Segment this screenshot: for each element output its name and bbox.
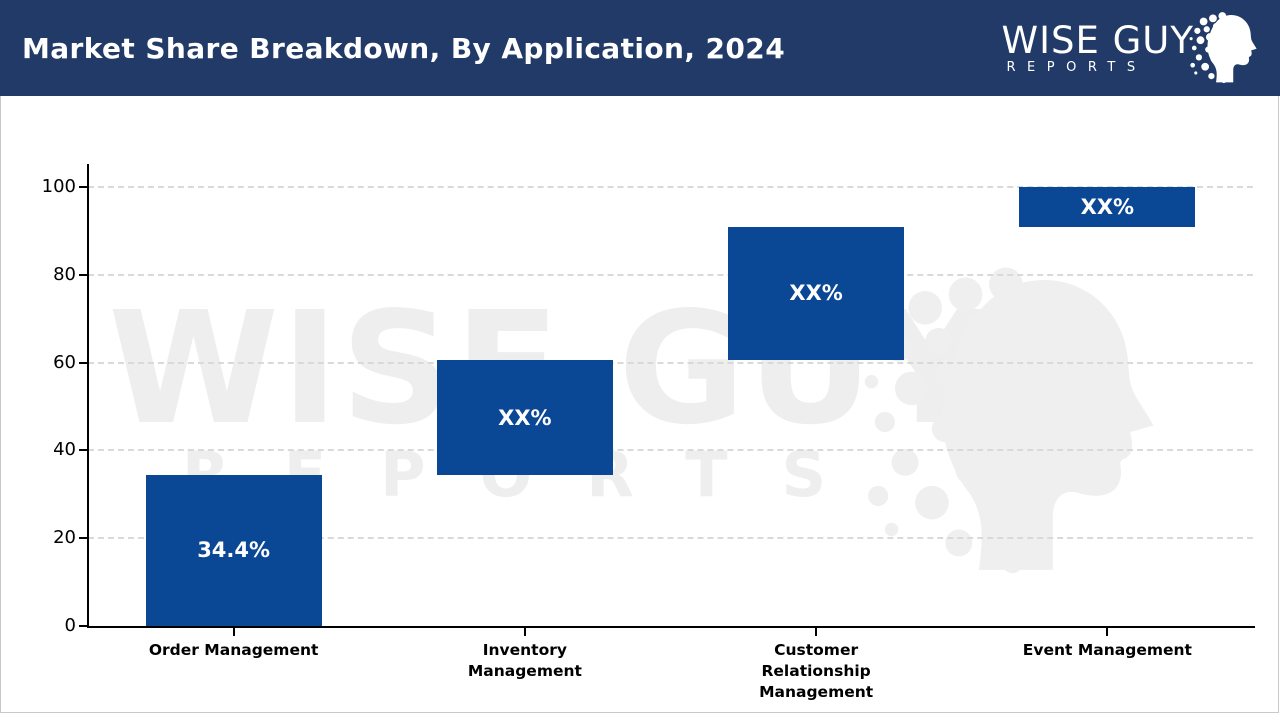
logo-text: WISE GUY REPORTS (1001, 19, 1194, 76)
x-tick-mark (815, 628, 818, 636)
y-tick-mark (79, 273, 87, 276)
x-tick-mark (523, 628, 526, 636)
bar-segment: XX% (1019, 187, 1196, 227)
logo-head-icon (1189, 12, 1257, 84)
bar-segment: XX% (436, 360, 613, 475)
watermark-head-icon (864, 267, 1154, 574)
logo-subtext: REPORTS (1006, 60, 1147, 75)
x-category-label: Event Management (1022, 641, 1192, 659)
y-tick-label: 0 (64, 615, 76, 636)
y-tick-mark (79, 186, 87, 188)
x-axis-line (87, 626, 1255, 628)
y-tick-mark (79, 537, 87, 540)
bar-segment: XX% (728, 226, 905, 361)
y-tick-mark (79, 449, 87, 452)
gridline (88, 273, 1253, 276)
bar-value-label: XX% (789, 281, 843, 306)
header-bar: Market Share Breakdown, By Application, … (0, 0, 1280, 96)
y-axis-line (87, 164, 89, 627)
gridline (88, 449, 1253, 452)
bar-segment: 34.4% (145, 474, 322, 626)
logo-wordmark: WISE GUY (1001, 19, 1194, 62)
bar-value-label: XX% (1080, 194, 1135, 219)
y-tick-label: 60 (53, 351, 76, 373)
gridline (88, 537, 1253, 540)
gridline (88, 361, 1253, 364)
x-tick-mark (232, 628, 235, 636)
y-tick-label: 100 (41, 176, 76, 197)
y-tick-label: 20 (53, 527, 76, 549)
x-category-label: Customer Relationship Management (759, 641, 874, 701)
page-title: Market Share Breakdown, By Application, … (22, 31, 786, 65)
y-tick-mark (79, 625, 87, 627)
y-tick-label: 80 (53, 263, 76, 285)
y-tick-label: 40 (53, 439, 76, 461)
x-category-label: Inventory Management (467, 641, 582, 680)
brand-logo: WISE GUY REPORTS (1002, 6, 1280, 90)
gridline (88, 186, 1253, 188)
x-tick-mark (1106, 628, 1109, 636)
bar-value-label: 34.4% (197, 538, 271, 563)
x-category-label: Order Management (148, 641, 319, 659)
y-tick-mark (79, 361, 87, 364)
bar-value-label: XX% (498, 405, 552, 430)
